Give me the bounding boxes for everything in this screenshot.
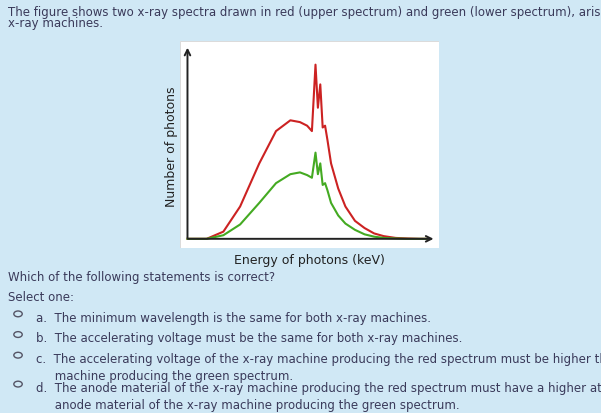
Text: Number of photons: Number of photons	[165, 86, 178, 207]
Text: Select one:: Select one:	[8, 291, 74, 304]
Text: The figure shows two x-ray spectra drawn in red (upper spectrum) and green (lowe: The figure shows two x-ray spectra drawn…	[8, 6, 601, 19]
Text: Which of the following statements is correct?: Which of the following statements is cor…	[8, 271, 275, 283]
Text: d.  The anode material of the x-ray machine producing the red spectrum must have: d. The anode material of the x-ray machi…	[36, 382, 601, 395]
Text: machine producing the green spectrum.: machine producing the green spectrum.	[36, 370, 293, 382]
Text: x-ray machines.: x-ray machines.	[8, 17, 103, 30]
Text: Energy of photons (keV): Energy of photons (keV)	[234, 254, 385, 267]
Bar	[180, 41, 439, 248]
Text: c.  The accelerating voltage of the x-ray machine producing the red spectrum mus: c. The accelerating voltage of the x-ray…	[36, 353, 601, 366]
Text: anode material of the x-ray machine producing the green spectrum.: anode material of the x-ray machine prod…	[36, 399, 460, 411]
Text: a.  The minimum wavelength is the same for both x-ray machines.: a. The minimum wavelength is the same fo…	[36, 312, 431, 325]
Text: b.  The accelerating voltage must be the same for both x-ray machines.: b. The accelerating voltage must be the …	[36, 332, 462, 345]
